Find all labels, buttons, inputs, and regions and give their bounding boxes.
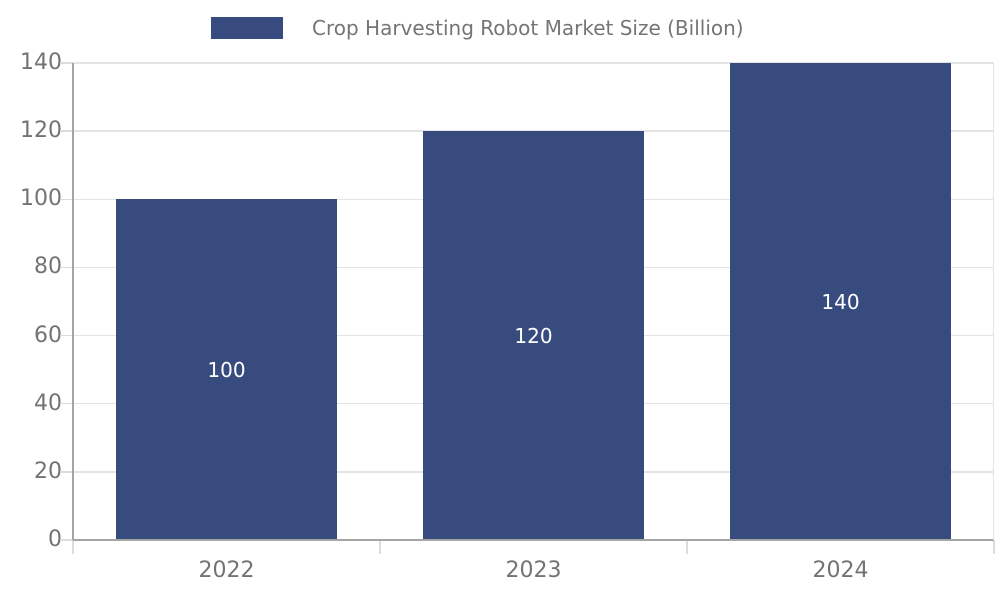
x-tick-0 [72,540,74,554]
y-tick-label: 40 [34,390,62,416]
bar-2023: 120 [422,131,644,540]
plot-right-border [992,63,994,540]
y-tick-label: 140 [20,50,62,75]
y-tick-label: 100 [20,186,62,212]
y-tick-100 [60,198,73,201]
x-tick-label: 2024 [812,558,869,583]
y-tick-label: 80 [34,254,62,280]
x-tick-label: 2022 [198,558,255,583]
y-tick-60 [60,334,73,337]
legend-swatch [211,17,283,39]
y-tick-20 [60,471,73,473]
bar-2022: 100 [115,199,337,540]
x-axis-labels: 2022 2023 2024 [73,540,994,595]
gridline-140 [73,62,994,64]
x-axis-line [73,539,994,541]
legend: Crop Harvesting Robot Market Size (Billi… [211,16,744,40]
x-tick-2 [686,540,688,554]
y-tick-80 [60,266,73,269]
bar-value-label: 140 [821,289,860,314]
y-tick-140 [60,62,73,64]
bar-2024: 140 [729,63,951,540]
y-tick-label: 60 [34,322,62,348]
bar-value-label: 100 [207,357,246,382]
plot-area: 100 120 140 [60,62,995,554]
x-tick-1 [379,540,381,554]
y-axis-line [72,63,74,540]
bar-value-label: 120 [514,323,553,348]
y-tick-label: 120 [20,118,62,144]
x-tick-label: 2023 [505,558,562,583]
y-tick-label: 0 [48,527,62,552]
x-tick-3 [993,540,995,554]
y-tick-0 [60,539,73,541]
y-tick-120 [60,130,73,132]
legend-label: Crop Harvesting Robot Market Size (Billi… [312,16,744,40]
y-tick-40 [60,402,73,405]
y-tick-label: 20 [34,458,62,484]
y-axis-labels: 0 20 40 60 80 100 120 140 [0,50,62,552]
